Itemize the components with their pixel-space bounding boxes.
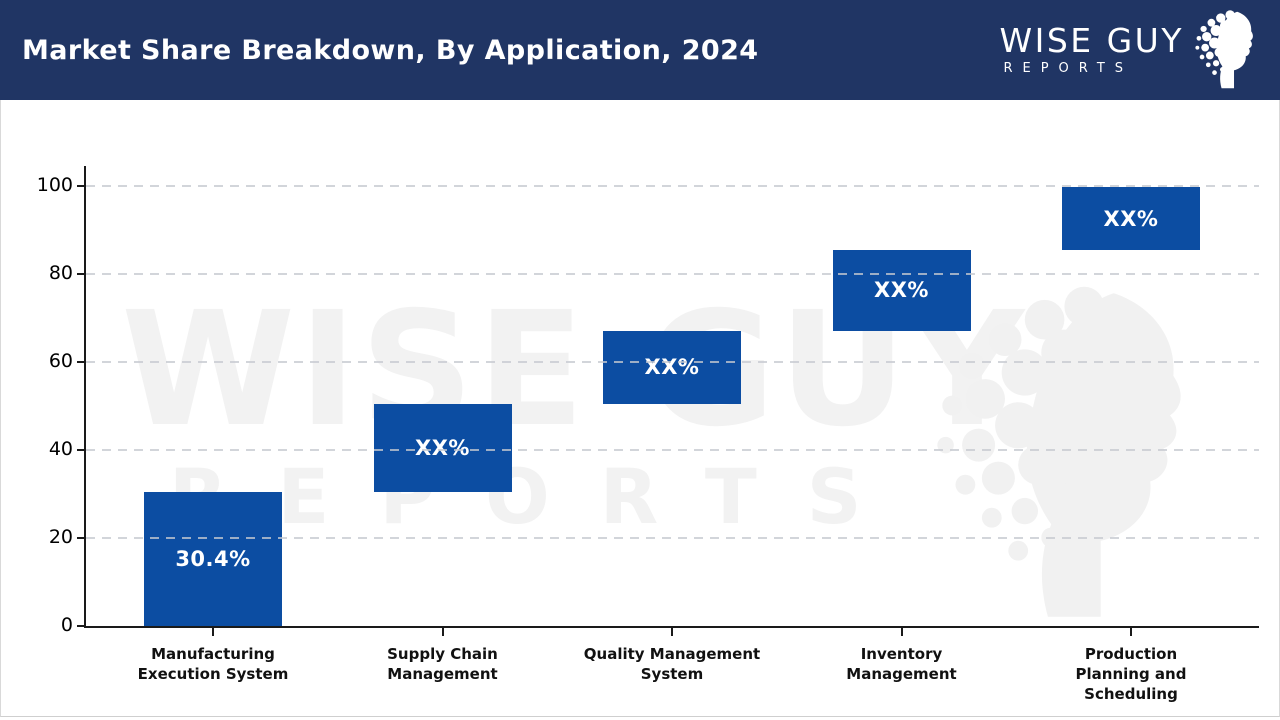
x-category-label: Supply Chain Management <box>387 645 498 683</box>
gridline <box>86 185 1259 187</box>
header: Market Share Breakdown, By Application, … <box>0 0 1280 100</box>
logo-wordmark: WISE GUY REPORTS <box>999 21 1184 77</box>
bar-value-label: XX% <box>644 355 700 380</box>
y-tick <box>77 537 86 539</box>
y-tick-label: 40 <box>48 438 73 460</box>
x-tick <box>1130 628 1132 636</box>
bar-value-label: XX% <box>415 436 470 461</box>
bar: XX% <box>373 403 512 493</box>
wise-guy-logo: WISE GUY REPORTS <box>999 0 1266 100</box>
logo-name: WISE GUY <box>999 21 1184 60</box>
y-tick <box>77 625 86 627</box>
bar: XX% <box>832 250 971 331</box>
y-tick-label: 20 <box>48 526 73 548</box>
y-tick <box>77 185 86 187</box>
watermark-subtext: REPORTS <box>169 452 912 541</box>
y-tick-label: 0 <box>60 614 73 636</box>
gridline <box>86 361 1259 363</box>
gridline <box>86 273 1259 275</box>
x-category-label: Manufacturing Execution System <box>137 645 289 683</box>
gridline <box>86 449 1259 451</box>
x-tick <box>212 628 214 636</box>
x-axis-line <box>84 626 1259 628</box>
y-tick <box>77 273 86 275</box>
x-tick <box>900 628 903 636</box>
x-category-label: Production Planning and Scheduling <box>1075 645 1187 703</box>
y-tick <box>77 361 86 363</box>
bar: XX% <box>603 330 741 404</box>
bar-value-label: XX% <box>1103 206 1159 231</box>
chart-title: Market Share Breakdown, By Application, … <box>22 34 759 66</box>
x-category-label: Inventory Management <box>846 645 957 683</box>
y-tick-label: 80 <box>48 262 73 284</box>
y-tick-label: 60 <box>48 350 73 372</box>
bar: XX% <box>1062 186 1200 251</box>
bar-value-label: XX% <box>874 278 929 303</box>
gridline <box>86 537 1259 539</box>
chart-area: WISE GUY REPORTS 30.4% Manufacturing Exec… <box>0 100 1280 717</box>
y-tick-label: 100 <box>36 174 73 196</box>
y-tick <box>77 449 86 451</box>
x-tick <box>441 628 444 636</box>
bar: 30.4% <box>144 492 282 626</box>
plot: 30.4% Manufacturing Execution System XX% Su… <box>1 100 1279 716</box>
x-category-label: Quality Management System <box>583 645 761 683</box>
x-tick <box>671 628 673 636</box>
logo-subtitle: REPORTS <box>1003 61 1134 76</box>
y-axis-line <box>84 166 86 628</box>
logo-head-icon <box>1188 7 1266 93</box>
bar-value-label: 30.4% <box>175 547 251 572</box>
